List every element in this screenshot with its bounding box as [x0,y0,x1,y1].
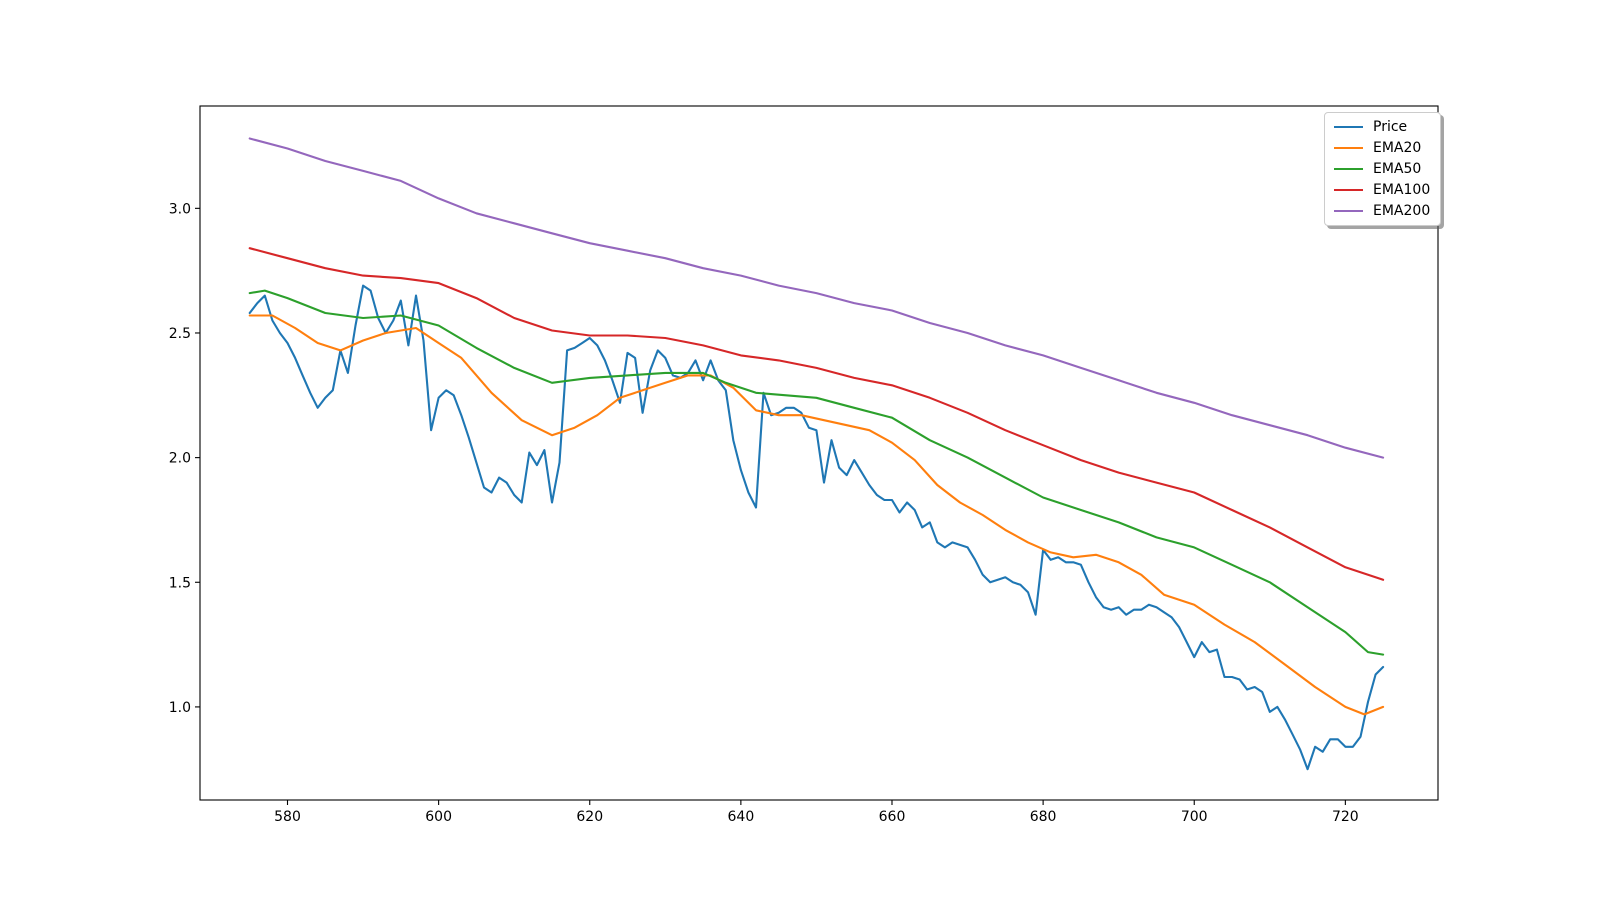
legend-label: Price [1373,119,1408,135]
y-tick-label: 2.0 [169,451,191,467]
x-tick-label: 700 [1181,809,1208,825]
legend-swatch-ema20 [1334,147,1363,149]
x-tick-label: 720 [1332,809,1359,825]
legend-label: EMA200 [1373,203,1431,219]
y-tick-label: 3.0 [169,201,191,217]
legend-entry-ema50: EMA50 [1334,162,1430,176]
legend-label: EMA50 [1373,161,1422,177]
legend-entry-ema20: EMA20 [1334,141,1430,155]
series-line-ema100 [248,247,1385,581]
legend-label: EMA100 [1373,182,1431,198]
legend: Price EMA20 EMA50 EMA100 EMA200 [1324,112,1442,226]
x-tick-label: 660 [879,809,906,825]
x-tick-label: 620 [576,809,603,825]
y-tick-label: 2.5 [169,326,191,342]
legend-label: EMA20 [1373,140,1422,156]
series-line-price [248,284,1385,771]
axes-spines [199,105,1439,801]
legend-entry-ema100: EMA100 [1334,183,1430,197]
legend-entry-ema200: EMA200 [1334,204,1430,218]
legend-entry-price: Price [1334,120,1430,134]
series-line-ema50 [248,289,1385,656]
x-tick-label: 580 [274,809,301,825]
legend-swatch-ema100 [1334,189,1363,191]
x-tick-label: 640 [728,809,755,825]
legend-swatch-ema50 [1334,168,1363,170]
x-tick-label: 600 [425,809,452,825]
series-line-ema20 [248,314,1385,716]
legend-swatch-price [1334,126,1363,128]
x-tick-label: 680 [1030,809,1057,825]
y-tick-label: 1.5 [169,575,191,591]
series-line-ema200 [248,137,1385,459]
legend-swatch-ema200 [1334,210,1363,212]
y-tick-label: 1.0 [169,700,191,716]
